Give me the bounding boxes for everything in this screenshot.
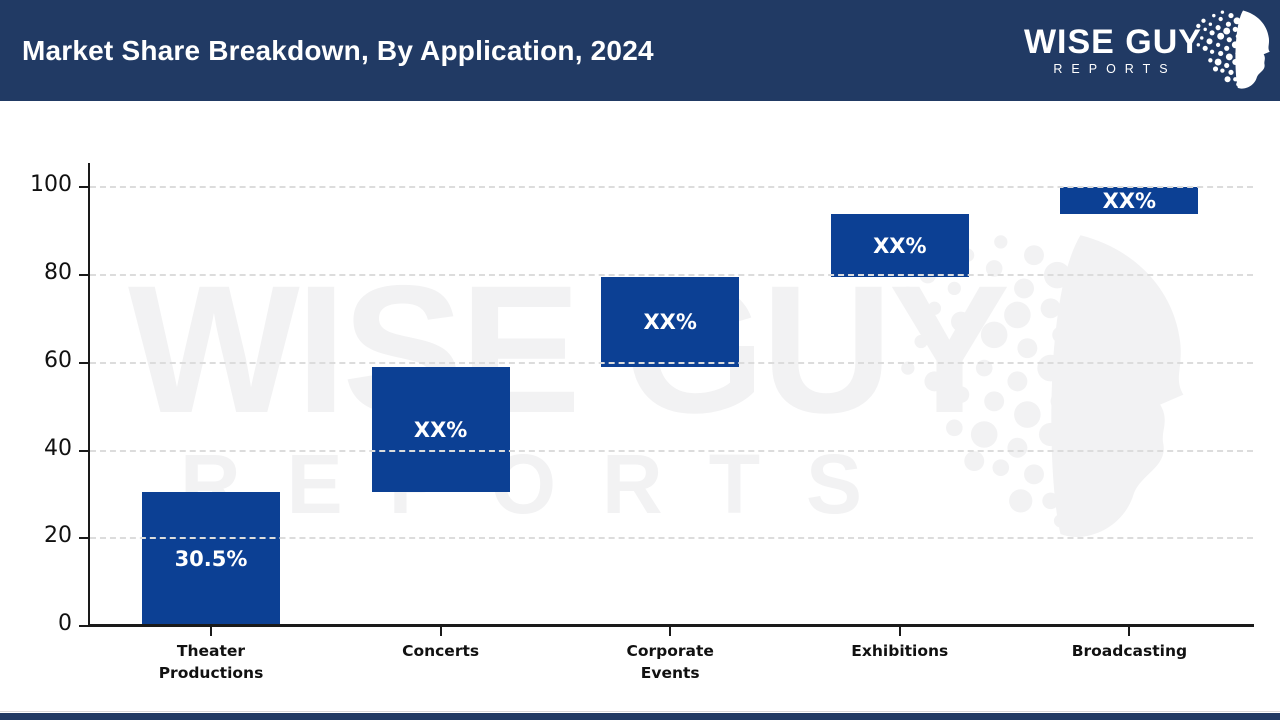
footer-bar xyxy=(0,713,1280,720)
bar-value-label: 30.5% xyxy=(174,547,248,572)
x-axis-label: Corporate Events xyxy=(626,642,714,682)
wiseguy-logo: WISE GUY REPORTS xyxy=(1024,7,1274,93)
bar: 30.5% xyxy=(142,492,280,626)
bar-value-label: XX% xyxy=(873,233,927,258)
gridline xyxy=(90,537,1253,540)
y-axis-tick xyxy=(79,274,88,277)
logo-name: WISE GUY xyxy=(1023,22,1202,61)
bar: XX% xyxy=(1060,187,1199,214)
x-axis-label: Broadcasting xyxy=(1071,642,1188,660)
x-axis-label: Theater Productions xyxy=(158,642,264,682)
y-axis-label: 100 xyxy=(30,172,72,198)
x-axis-tick xyxy=(669,627,672,636)
gridline xyxy=(90,274,1253,277)
x-axis-label: Concerts xyxy=(402,642,480,660)
gridline xyxy=(90,361,1253,364)
y-axis-label: 20 xyxy=(44,523,72,549)
y-axis-label: 40 xyxy=(44,435,72,461)
bar-value-label: XX% xyxy=(413,417,468,442)
bar-value-label: XX% xyxy=(643,310,697,335)
page-title: Market Share Breakdown, By Application, … xyxy=(22,34,654,66)
x-axis-tick xyxy=(1128,627,1131,636)
x-axis-line xyxy=(88,624,1254,627)
x-axis-tick xyxy=(439,627,442,636)
bar-value-label: XX% xyxy=(1102,188,1157,213)
y-axis-tick xyxy=(79,449,88,452)
bar: XX% xyxy=(830,213,969,278)
x-axis-tick xyxy=(210,627,212,636)
y-axis-label: 60 xyxy=(44,347,72,373)
y-axis-tick xyxy=(79,361,88,364)
y-axis-label: 0 xyxy=(58,611,72,636)
wiseguy-logo-text: WISE GUY REPORTS xyxy=(1023,22,1202,77)
y-axis-label: 80 xyxy=(44,260,72,286)
header-bar: Market Share Breakdown, By Application, … xyxy=(0,0,1280,101)
y-axis-line xyxy=(88,163,90,627)
bar: XX% xyxy=(371,367,510,493)
gridline xyxy=(90,186,1253,189)
gridline xyxy=(90,449,1253,452)
x-axis-label: Exhibitions xyxy=(851,642,949,660)
bar: XX% xyxy=(601,277,740,368)
logo-tagline: REPORTS xyxy=(1053,62,1177,77)
x-axis-tick xyxy=(898,627,901,636)
y-axis-tick xyxy=(79,625,88,627)
footer-divider xyxy=(0,711,1280,712)
wiseguy-face-icon xyxy=(1188,7,1274,93)
y-axis-tick xyxy=(79,186,88,189)
y-axis-tick xyxy=(79,537,88,540)
